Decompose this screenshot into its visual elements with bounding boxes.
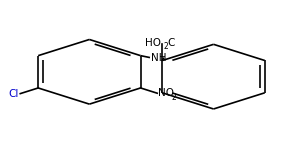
Text: C: C	[168, 38, 175, 48]
Text: HO: HO	[145, 38, 161, 48]
Text: NO: NO	[158, 88, 174, 98]
Text: 2: 2	[164, 42, 169, 51]
Text: 2: 2	[171, 93, 176, 102]
Text: NH: NH	[151, 53, 166, 63]
Text: Cl: Cl	[8, 89, 19, 99]
